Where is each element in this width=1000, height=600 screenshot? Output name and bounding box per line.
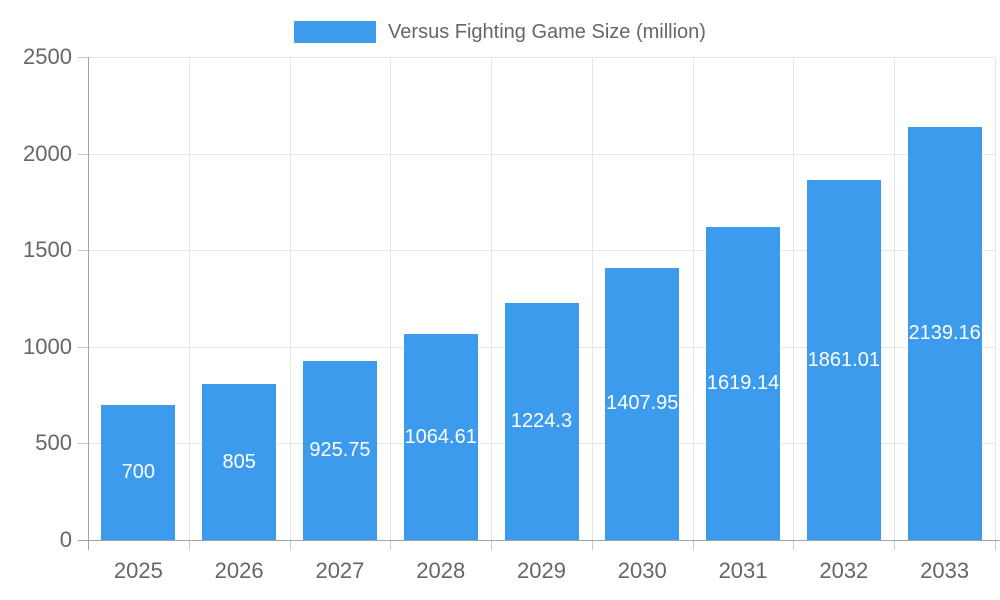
x-axis-tick <box>289 540 291 550</box>
bar-value-label: 925.75 <box>309 439 371 462</box>
grid-line-v <box>995 57 996 540</box>
y-axis-tick <box>78 153 88 155</box>
grid-line-v <box>793 57 795 540</box>
grid-line-v <box>591 57 593 540</box>
x-tick-label: 2026 <box>214 558 264 583</box>
bar-value-label: 1619.14 <box>706 372 780 395</box>
x-axis-tick <box>894 540 896 550</box>
x-axis-labels: 2025 2026 2027 2028 2029 2030 2031 2032 2033 <box>88 558 995 588</box>
x-tick-label: 2027 <box>315 558 365 583</box>
x-tick-label: 2030 <box>617 558 667 583</box>
y-tick-label: 1000 <box>23 333 72 359</box>
legend-item[interactable]: Versus Fighting Game Size (million) <box>294 21 706 43</box>
y-tick-label: 0 <box>59 527 72 552</box>
legend-label: Versus Fighting Game Size (million) <box>388 21 706 43</box>
grid-line-v <box>692 57 694 540</box>
grid-line-v <box>491 57 493 540</box>
x-axis-tick <box>491 540 493 550</box>
grid-line-h <box>88 153 995 155</box>
bar[interactable]: 2139.16 <box>907 126 982 540</box>
x-tick-label: 2029 <box>517 558 566 583</box>
x-axis-tick <box>390 540 392 550</box>
y-tick-label: 2000 <box>23 140 72 166</box>
y-axis-line <box>88 57 89 550</box>
bar-value-label: 700 <box>121 460 156 483</box>
bar[interactable]: 805 <box>202 384 277 540</box>
y-axis-labels: 0 500 1000 1500 2000 2500 <box>0 44 72 552</box>
bar-value-label: 1861.01 <box>807 348 880 371</box>
bar[interactable]: 1224.3 <box>504 303 579 540</box>
bar-value-label: 1407.95 <box>606 392 679 415</box>
legend-swatch-icon <box>294 21 377 43</box>
grid-line-h <box>88 250 995 252</box>
y-axis-tick <box>78 250 88 252</box>
y-axis-tick <box>78 346 88 348</box>
grid-line-v <box>188 57 190 540</box>
x-tick-label: 2033 <box>920 558 970 583</box>
x-axis-tick <box>188 540 190 550</box>
grid-line-h <box>88 57 995 58</box>
bar[interactable]: 1619.14 <box>706 227 781 540</box>
x-axis-tick <box>995 540 996 550</box>
bar[interactable]: 925.75 <box>302 361 377 540</box>
bar-value-label: 2139.16 <box>908 321 981 344</box>
x-axis-tick <box>692 540 694 550</box>
x-axis-tick <box>591 540 593 550</box>
legend: Versus Fighting Game Size (million) <box>0 21 1000 43</box>
y-tick-label: 1500 <box>23 237 72 263</box>
grid-line-v <box>390 57 392 540</box>
y-axis-tick <box>78 57 88 58</box>
bar-value-label: 1064.61 <box>404 425 477 448</box>
y-axis-tick <box>78 443 88 445</box>
y-tick-label: 2500 <box>23 44 72 69</box>
bar[interactable]: 1064.61 <box>403 334 478 540</box>
plot-area: 700 805 925.75 1064.61 1224.3 1407.95 1619.14 1… <box>88 57 996 540</box>
bar[interactable]: 700 <box>101 404 176 540</box>
y-tick-label: 500 <box>35 430 72 456</box>
x-axis-line <box>78 540 1000 541</box>
bar-value-label: 1224.3 <box>510 410 573 433</box>
x-axis-tick <box>793 540 795 550</box>
bar[interactable]: 1861.01 <box>806 180 881 540</box>
bar-value-label: 805 <box>222 450 256 473</box>
x-tick-label: 2028 <box>416 558 466 583</box>
bar[interactable]: 1407.95 <box>605 267 680 540</box>
x-tick-label: 2025 <box>113 558 163 583</box>
x-tick-label: 2032 <box>819 558 869 583</box>
grid-line-v <box>289 57 291 540</box>
x-tick-label: 2031 <box>718 558 768 583</box>
grid-line-v <box>894 57 896 540</box>
